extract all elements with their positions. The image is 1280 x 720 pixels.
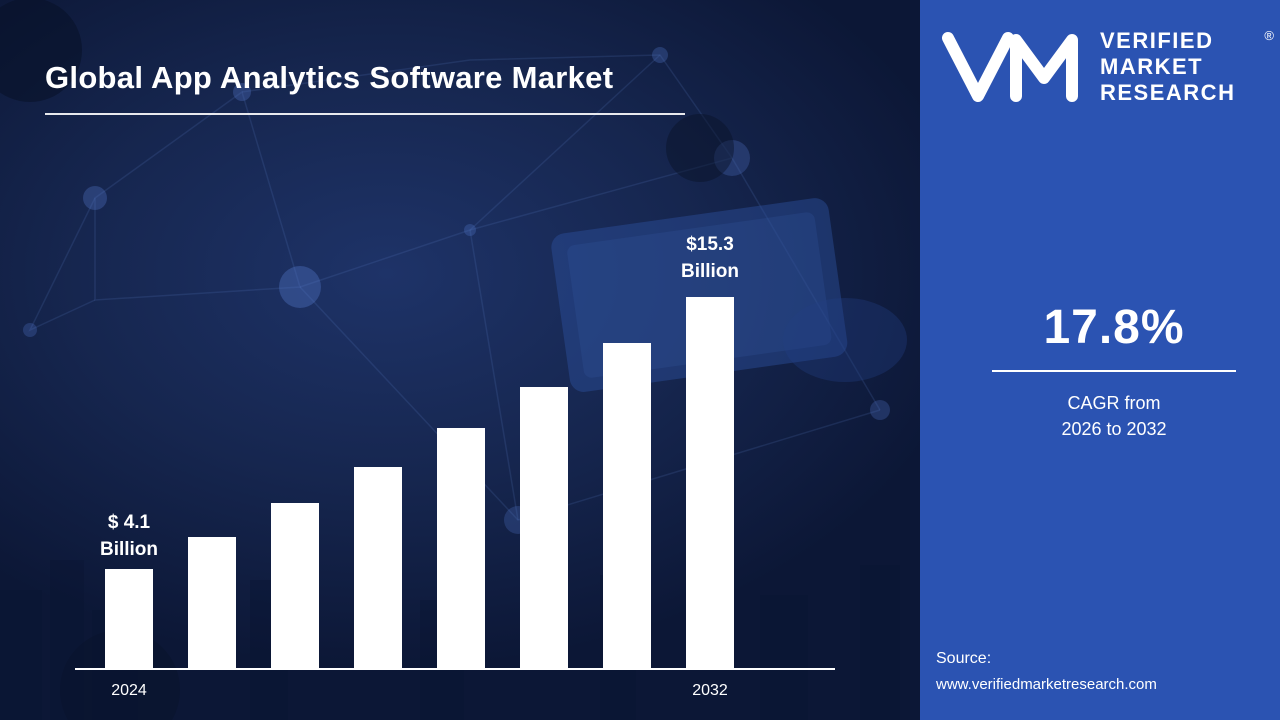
bar-n5 [437,428,485,668]
bar-n2 [188,537,236,668]
source-url: www.verifiedmarketresearch.com [936,676,1157,693]
bar-2032 [686,297,734,668]
cagr-caption-line1: CAGR from [1067,393,1161,413]
brand-line-market: MARKET [1100,54,1204,79]
bar-n7 [603,343,651,668]
bar-n4 [354,467,402,668]
x-tick-2032: 2032 [692,682,728,699]
brand-line-research: RESEARCH [1100,80,1236,105]
left-panel: Global App Analytics Software Market 202… [0,0,920,720]
x-tick-2024: 2024 [111,682,147,699]
value-label-2032-unit: Billion [680,261,740,282]
value-label-2032-amount: $15.3 [686,234,734,255]
cagr-caption: CAGR from 2026 to 2032 [992,390,1236,442]
source-label: Source: [936,650,992,667]
right-panel: VERIFIED MARKET RESEARCH ® 17.8% CAGR fr… [920,0,1280,720]
value-label-2024-unit: Billion [99,539,159,560]
cagr-caption-line2: 2026 to 2032 [1061,419,1167,439]
vmr-logo: VERIFIED MARKET RESEARCH [938,26,1268,108]
bar-n3 [271,503,319,668]
bar-2024 [105,569,153,668]
network-background-decoration [0,0,907,534]
cagr-value: 17.8% [1043,301,1185,354]
bar-n6 [520,387,568,668]
title-underline [45,113,685,115]
registered-trademark-icon: ® [1264,28,1274,43]
x-axis-line [75,668,835,670]
value-label-2024: $ 4.1 Billion [95,509,163,563]
bar-chart: 2024 2032 $ 4.1 Billion $15.3 Billion [75,231,835,699]
brand-line-verified: VERIFIED [1100,28,1214,53]
value-label-2032: $15.3 Billion [678,231,742,285]
brand-name: VERIFIED MARKET RESEARCH [1100,28,1235,106]
page-title: Global App Analytics Software Market [45,60,614,95]
source-block: Source: www.verifiedmarketresearch.com [936,646,1157,698]
value-label-2024-amount: $ 4.1 [107,512,151,533]
bar-group [105,297,734,668]
cagr-divider [992,370,1236,372]
vm-monogram-icon [942,32,1078,102]
